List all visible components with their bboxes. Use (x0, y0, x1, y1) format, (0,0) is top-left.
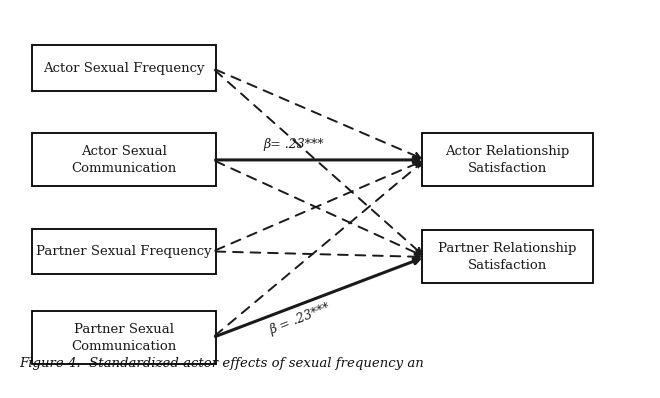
FancyBboxPatch shape (32, 133, 216, 186)
Text: Actor Relationship
Satisfaction: Actor Relationship Satisfaction (446, 145, 570, 175)
Text: Partner Relationship
Satisfaction: Partner Relationship Satisfaction (438, 242, 577, 272)
Text: β = .23***: β = .23*** (267, 301, 332, 337)
FancyBboxPatch shape (32, 311, 216, 364)
Text: β= .23***: β= .23*** (263, 138, 324, 151)
FancyBboxPatch shape (32, 45, 216, 91)
FancyBboxPatch shape (422, 133, 593, 186)
FancyBboxPatch shape (32, 228, 216, 274)
Text: Partner Sexual Frequency: Partner Sexual Frequency (36, 245, 212, 258)
Text: Figure 4.  Standardized actor effects of sexual frequency an: Figure 4. Standardized actor effects of … (20, 357, 424, 371)
Text: Actor Sexual
Communication: Actor Sexual Communication (71, 145, 177, 175)
Text: Actor Sexual Frequency: Actor Sexual Frequency (44, 62, 205, 75)
FancyBboxPatch shape (422, 230, 593, 283)
Text: Partner Sexual
Communication: Partner Sexual Communication (71, 322, 177, 353)
